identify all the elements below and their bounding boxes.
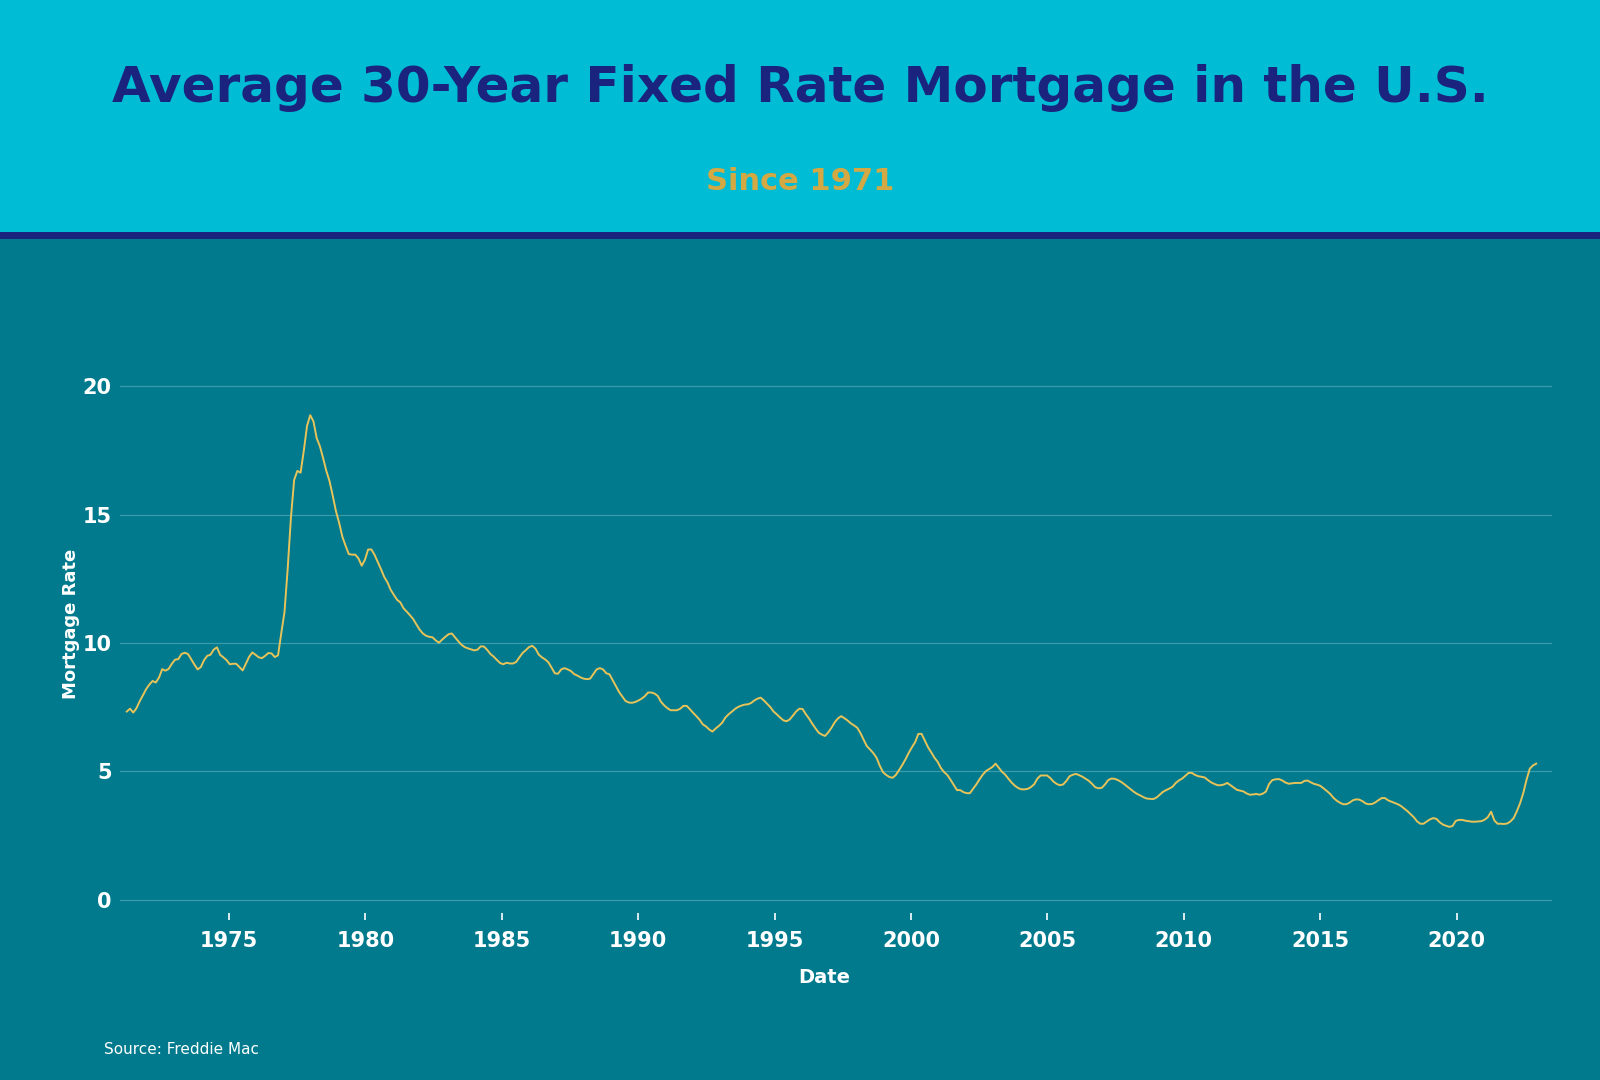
Text: Source: Freddie Mac: Source: Freddie Mac (104, 1042, 259, 1057)
Text: Date: Date (798, 968, 850, 987)
Y-axis label: Mortgage Rate: Mortgage Rate (62, 549, 80, 699)
Text: Average 30-Year Fixed Rate Mortgage in the U.S.: Average 30-Year Fixed Rate Mortgage in t… (112, 64, 1488, 112)
Text: Since 1971: Since 1971 (706, 166, 894, 195)
